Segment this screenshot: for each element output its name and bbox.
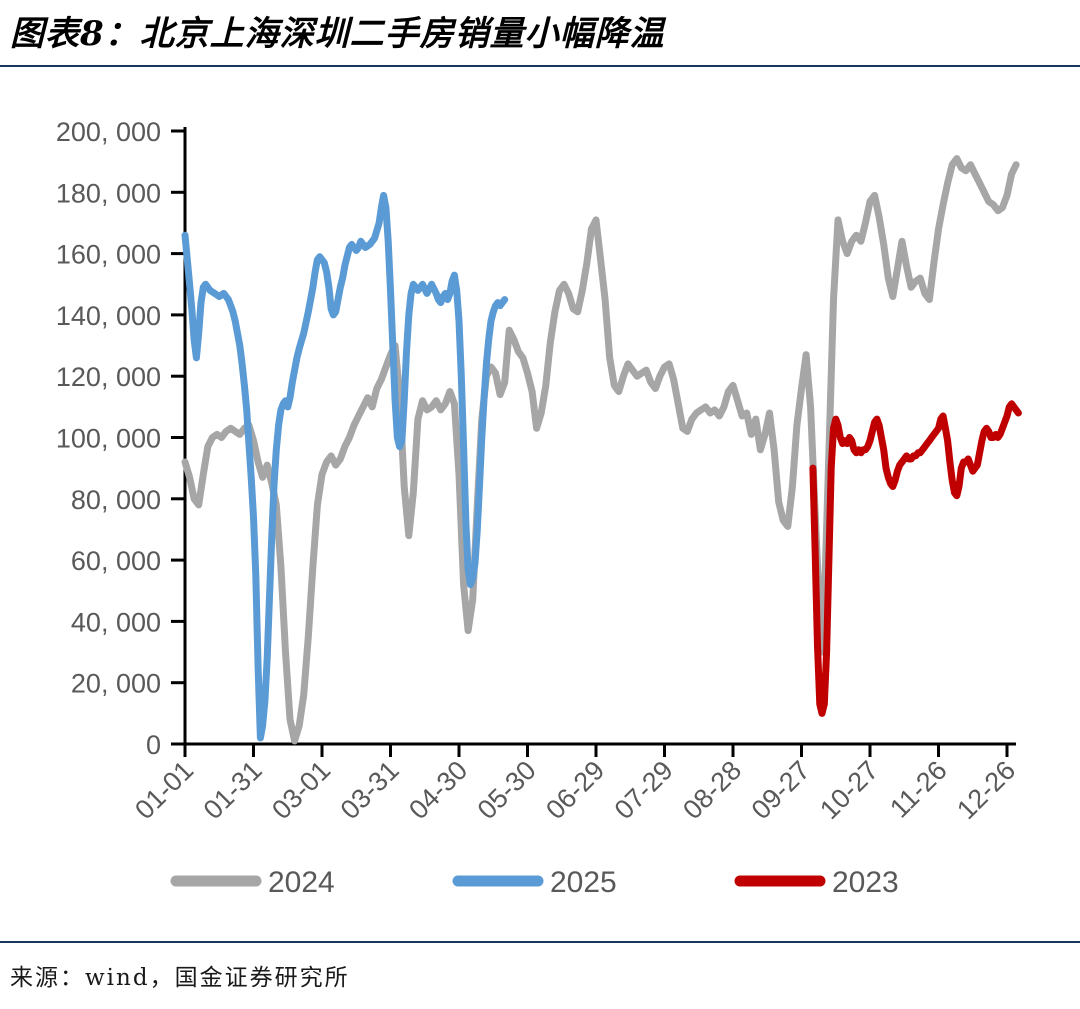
x-tick-label: 03-01 bbox=[266, 755, 336, 825]
footer-rule bbox=[0, 941, 1080, 943]
y-tick-label: 160, 000 bbox=[56, 240, 161, 270]
series-line-2025 bbox=[181, 191, 509, 742]
series-line-2024 bbox=[181, 155, 1020, 745]
y-tick-label: 0 bbox=[146, 730, 161, 760]
x-tick-label: 05-30 bbox=[472, 755, 542, 825]
y-tick-label: 20, 000 bbox=[71, 669, 161, 699]
y-tick-label: 80, 000 bbox=[71, 485, 161, 515]
x-tick-label: 01-01 bbox=[129, 755, 199, 825]
x-tick-label: 07-29 bbox=[609, 755, 679, 825]
legend-label-2025: 2025 bbox=[550, 866, 617, 899]
y-tick-label: 180, 000 bbox=[56, 178, 161, 208]
chart-title: 图表8：北京上海深圳二手房销量小幅降温 bbox=[10, 14, 665, 54]
y-tick-label: 200, 000 bbox=[56, 117, 161, 147]
x-tick-label: 10-27 bbox=[814, 755, 884, 825]
x-tick-label: 11-26 bbox=[884, 755, 953, 824]
series-line-2023 bbox=[809, 400, 1022, 717]
y-tick-label: 100, 000 bbox=[56, 424, 161, 454]
legend-label-2023: 2023 bbox=[832, 866, 899, 899]
x-tick-label: 04-30 bbox=[403, 755, 473, 825]
y-tick-label: 40, 000 bbox=[71, 607, 161, 637]
y-tick-label: 140, 000 bbox=[56, 301, 161, 331]
x-tick-label: 12-26 bbox=[951, 755, 1021, 825]
x-tick-label: 09-27 bbox=[746, 755, 816, 825]
source-note: 来源：wind，国金证券研究所 bbox=[10, 965, 350, 991]
title-underline bbox=[0, 65, 1080, 67]
x-tick-label: 06-29 bbox=[540, 755, 610, 825]
legend-label-2024: 2024 bbox=[268, 866, 335, 899]
x-tick-label: 08-28 bbox=[677, 755, 747, 825]
y-tick-label: 60, 000 bbox=[71, 546, 161, 576]
x-tick-label: 01-31 bbox=[198, 755, 268, 825]
y-tick-label: 120, 000 bbox=[56, 362, 161, 392]
x-tick-label: 03-31 bbox=[335, 755, 405, 825]
